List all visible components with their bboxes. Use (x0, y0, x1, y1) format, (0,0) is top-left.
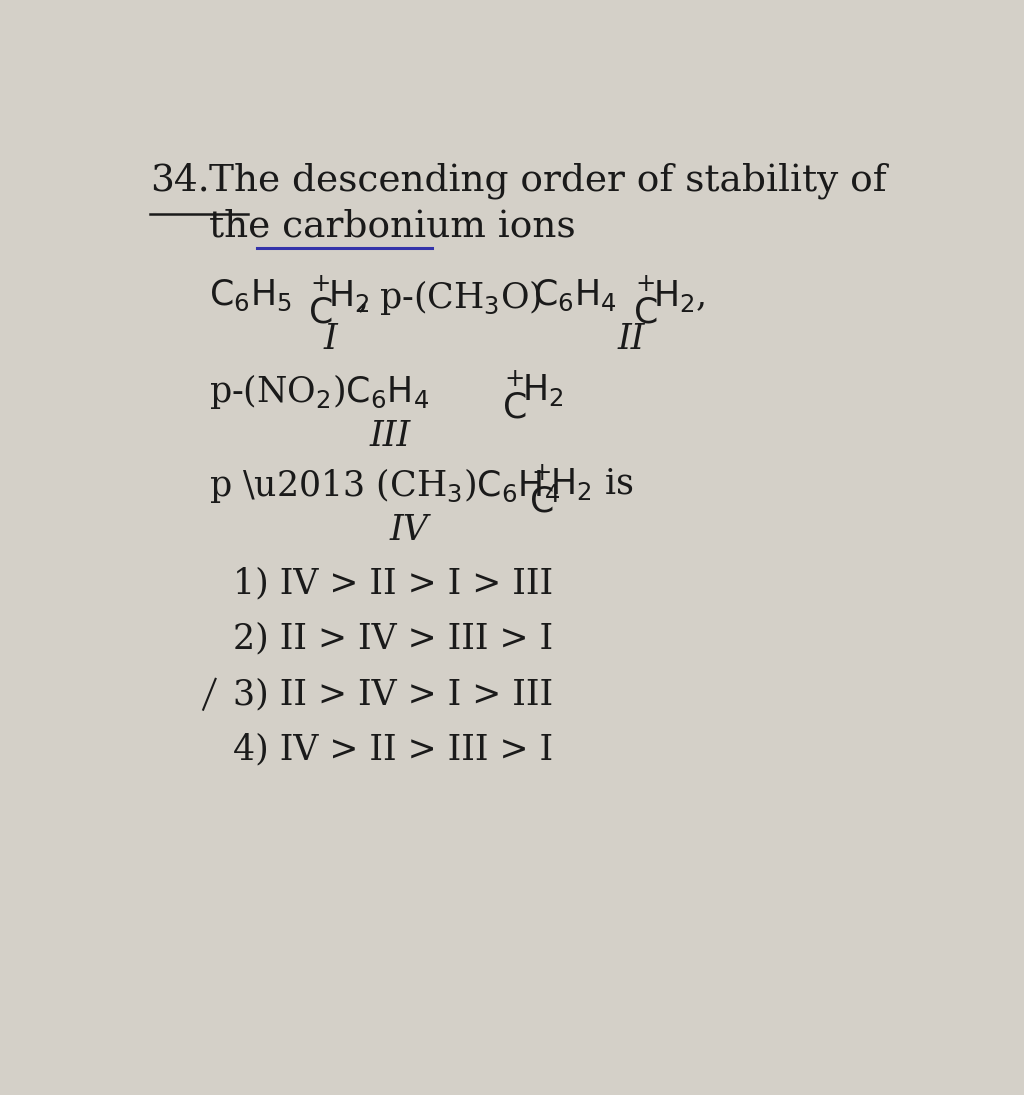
Text: $\overset{+}{\mathrm{C}}$: $\overset{+}{\mathrm{C}}$ (502, 372, 526, 426)
Text: p \u2013 (CH$_3$)$\mathrm{C_6H_4}$: p \u2013 (CH$_3$)$\mathrm{C_6H_4}$ (209, 466, 561, 506)
Text: I: I (324, 322, 337, 356)
Text: IV: IV (390, 512, 429, 546)
Text: $\mathrm{H_2}$ is: $\mathrm{H_2}$ is (550, 466, 633, 503)
Text: $\mathrm{C_6H_5}$: $\mathrm{C_6H_5}$ (209, 278, 292, 313)
Text: $\overset{+}{\mathrm{C}}$: $\overset{+}{\mathrm{C}}$ (633, 278, 657, 331)
Text: $\overset{+}{\mathrm{C}}$: $\overset{+}{\mathrm{C}}$ (308, 278, 332, 331)
Text: , p-(CH$_3$O): , p-(CH$_3$O) (356, 278, 542, 316)
Text: $\mathrm{H_2}$: $\mathrm{H_2}$ (521, 372, 563, 408)
Text: $\overset{+}{\mathrm{C}}$: $\overset{+}{\mathrm{C}}$ (529, 466, 554, 519)
Text: 4) IV > II > III > I: 4) IV > II > III > I (232, 733, 553, 766)
Text: 3) II > IV > I > III: 3) II > IV > I > III (232, 678, 553, 712)
Text: the carbonium ions: the carbonium ions (209, 208, 575, 244)
Text: III: III (370, 418, 411, 452)
Text: $\mathrm{C_6H_4}$: $\mathrm{C_6H_4}$ (532, 278, 616, 313)
Text: II: II (617, 322, 645, 356)
Text: The descending order of stability of: The descending order of stability of (209, 162, 887, 198)
Text: 2) II > IV > III > I: 2) II > IV > III > I (232, 622, 553, 656)
Text: $\mathrm{H_2}$: $\mathrm{H_2}$ (328, 278, 370, 313)
Text: 34.: 34. (150, 162, 209, 198)
Text: p-(NO$_2$)$\mathrm{C_6H_4}$: p-(NO$_2$)$\mathrm{C_6H_4}$ (209, 372, 430, 412)
Text: 1) IV > II > I > III: 1) IV > II > I > III (232, 566, 553, 600)
Text: $\mathrm{H_2}$,: $\mathrm{H_2}$, (653, 278, 706, 313)
